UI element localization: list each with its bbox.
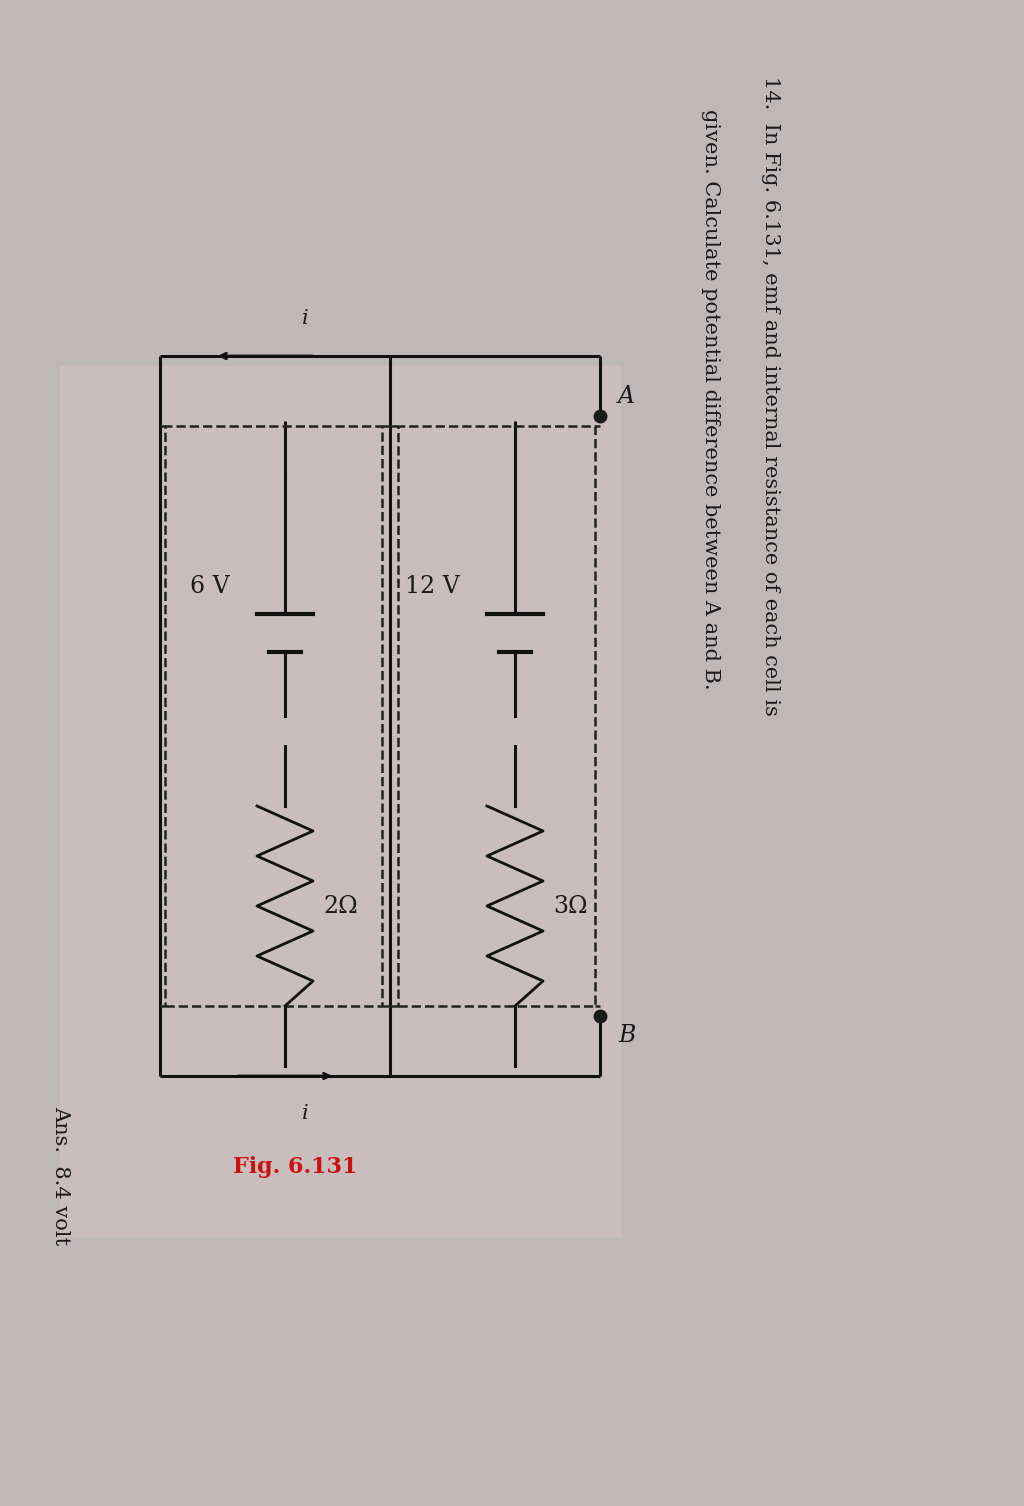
Text: 14.  In Fig. 6.131, emf and internal resistance of each cell is: 14. In Fig. 6.131, emf and internal resi…	[761, 75, 780, 715]
Text: given. Calculate potential difference between A and B.: given. Calculate potential difference be…	[701, 75, 720, 690]
Text: 3Ω: 3Ω	[553, 895, 588, 917]
Text: 6 V: 6 V	[190, 574, 230, 598]
Text: i: i	[302, 309, 308, 328]
Text: A: A	[618, 384, 635, 408]
Text: i: i	[302, 1104, 308, 1123]
Text: Ans.  8.4 volt: Ans. 8.4 volt	[51, 1105, 70, 1245]
Bar	[60, 366, 620, 1236]
Text: 2Ω: 2Ω	[323, 895, 357, 917]
Text: 12 V: 12 V	[406, 574, 460, 598]
Text: Fig. 6.131: Fig. 6.131	[232, 1157, 357, 1178]
Text: B: B	[618, 1024, 635, 1048]
